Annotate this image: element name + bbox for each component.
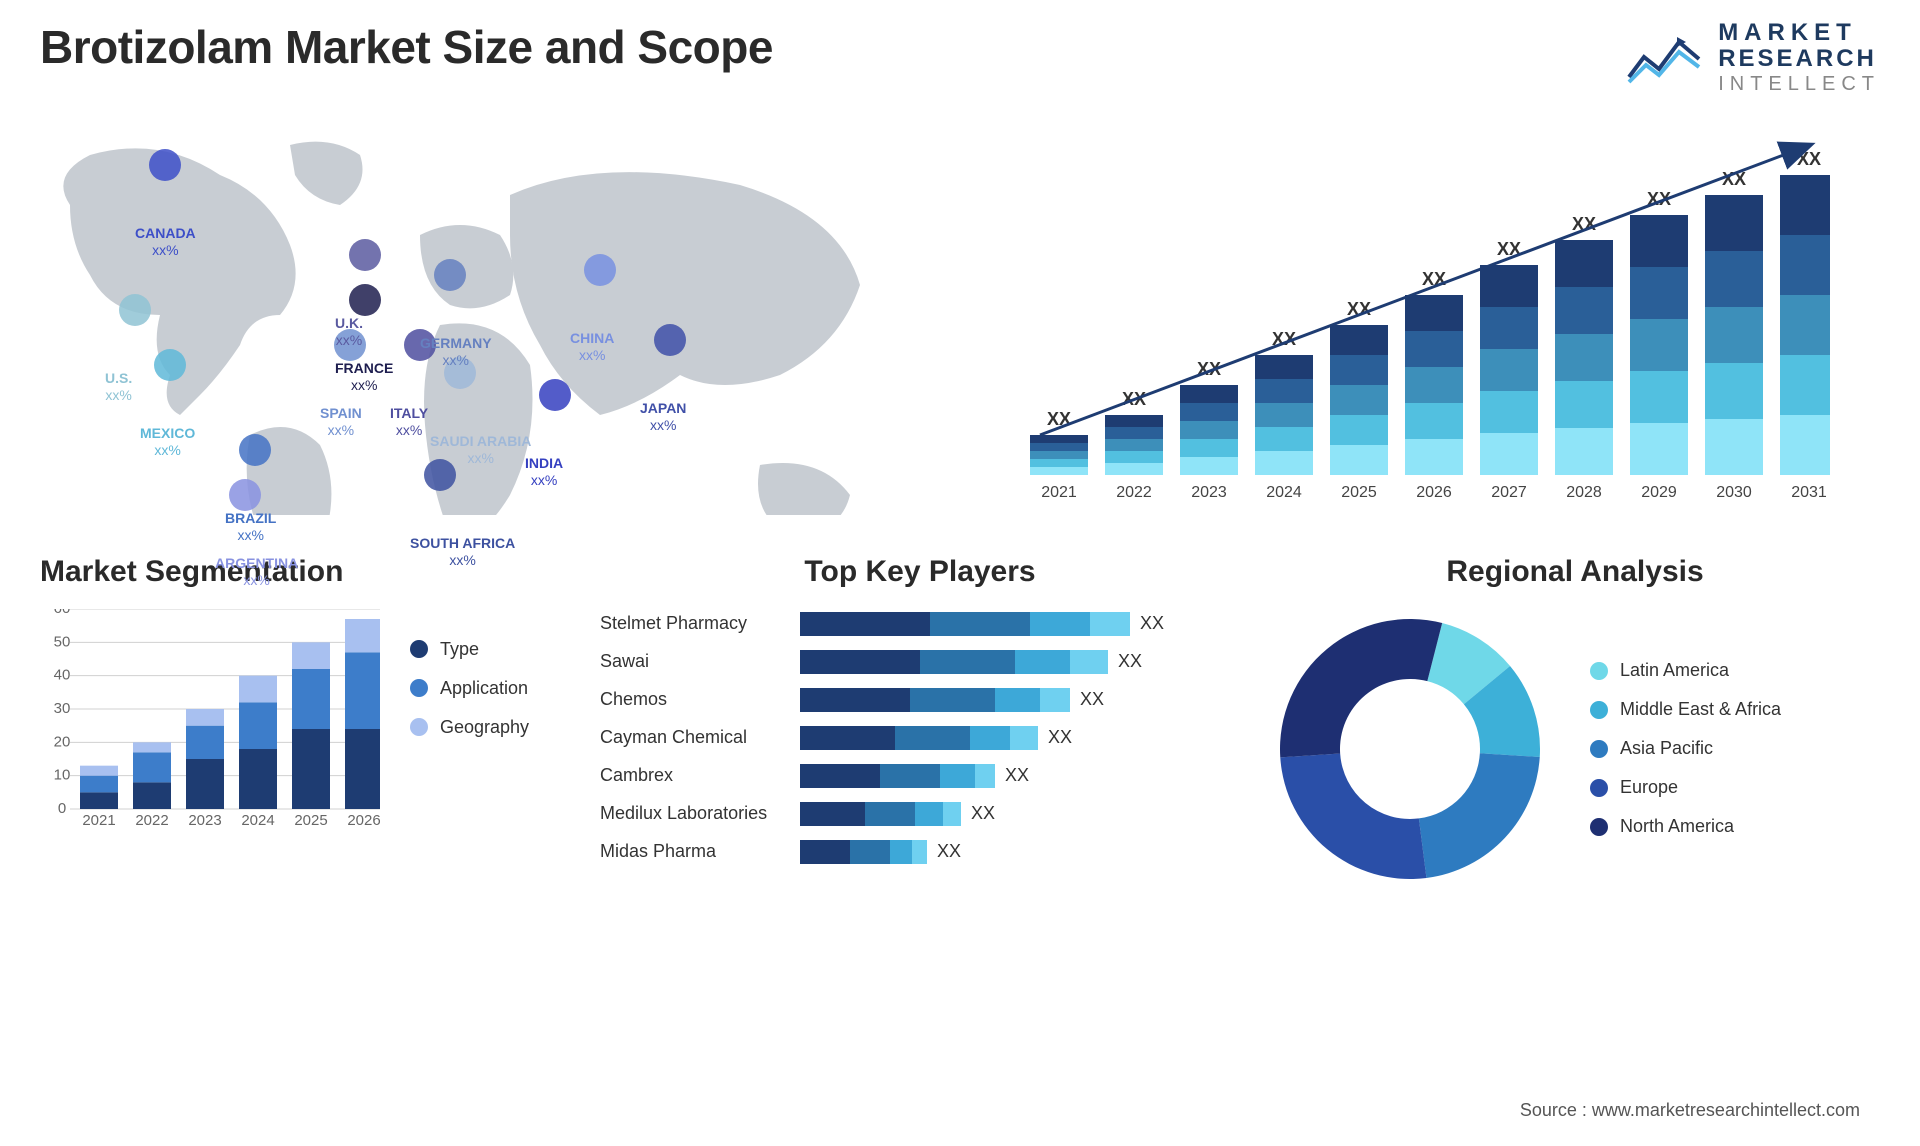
map-label-italy: ITALYxx% (390, 405, 428, 439)
regional-legend: Latin America Middle East & Africa Asia Pa… (1590, 660, 1781, 837)
source-text: Source : www.marketresearchintellect.com (1520, 1100, 1860, 1121)
player-name: Cayman Chemical (600, 727, 800, 748)
player-value: XX (971, 803, 995, 824)
regional-title: Regional Analysis (1270, 555, 1880, 589)
logo-icon (1624, 27, 1704, 87)
player-value: XX (1118, 651, 1142, 672)
svg-text:2023: 2023 (188, 812, 221, 829)
reg-legend-middle-east---africa: Middle East & Africa (1590, 699, 1781, 720)
map-label-china: CHINAxx% (570, 330, 614, 364)
player-value: XX (937, 841, 961, 862)
svg-text:2021: 2021 (82, 812, 115, 829)
player-value: XX (1140, 613, 1164, 634)
players-title: Top Key Players (600, 555, 1240, 589)
logo-line1: MARKET (1718, 20, 1880, 46)
player-name: Midas Pharma (600, 841, 800, 862)
map-label-mexico: MEXICOxx% (140, 425, 195, 459)
seg-legend-type: Type (410, 639, 529, 660)
svg-text:2026: 2026 (347, 812, 380, 829)
logo-line3: INTELLECT (1718, 73, 1880, 95)
segmentation-chart: 0 10 20 30 40 50 60 2021 2022 2023 2024 2025 2026 (40, 609, 380, 849)
map-label-japan: JAPANxx% (640, 400, 686, 434)
players-panel: Top Key Players Stelmet Pharmacy XX Sawai X… (600, 555, 1240, 889)
player-name: Stelmet Pharmacy (600, 613, 800, 634)
svg-text:2025: 2025 (1341, 484, 1377, 501)
svg-text:60: 60 (54, 609, 71, 617)
player-row: Medilux Laboratories XX (600, 799, 1240, 829)
logo-line2: RESEARCH (1718, 46, 1880, 72)
player-value: XX (1048, 727, 1072, 748)
svg-text:2023: 2023 (1191, 484, 1227, 501)
svg-text:2031: 2031 (1791, 484, 1827, 501)
svg-text:2022: 2022 (135, 812, 168, 829)
page-title: Brotizolam Market Size and Scope (40, 20, 773, 74)
player-row: Sawai XX (600, 647, 1240, 677)
player-name: Sawai (600, 651, 800, 672)
reg-legend-north-america: North America (1590, 816, 1781, 837)
map-label-us: U.S.xx% (105, 370, 132, 404)
svg-text:2027: 2027 (1491, 484, 1527, 501)
map-label-brazil: BRAZILxx% (225, 510, 276, 544)
svg-text:40: 40 (54, 666, 71, 683)
world-map: CANADAxx%U.S.xx%MEXICOxx%BRAZILxx%ARGENT… (40, 115, 970, 515)
player-row: Chemos XX (600, 685, 1240, 715)
svg-text:2024: 2024 (1266, 484, 1302, 501)
svg-text:0: 0 (58, 800, 66, 817)
seg-legend-application: Application (410, 678, 529, 699)
map-label-argentina: ARGENTINAxx% (215, 555, 298, 589)
map-label-southafrica: SOUTH AFRICAxx% (410, 535, 515, 569)
player-row: Cayman Chemical XX (600, 723, 1240, 753)
seg-legend-geography: Geography (410, 717, 529, 738)
reg-legend-latin-america: Latin America (1590, 660, 1781, 681)
svg-text:2021: 2021 (1041, 484, 1077, 501)
svg-text:2030: 2030 (1716, 484, 1752, 501)
player-name: Cambrex (600, 765, 800, 786)
map-label-france: FRANCExx% (335, 360, 393, 394)
player-name: Medilux Laboratories (600, 803, 800, 824)
brand-logo: MARKET RESEARCH INTELLECT (1624, 20, 1880, 95)
reg-legend-asia-pacific: Asia Pacific (1590, 738, 1781, 759)
player-row: Cambrex XX (600, 761, 1240, 791)
svg-text:2025: 2025 (294, 812, 327, 829)
svg-text:50: 50 (54, 633, 71, 650)
map-label-spain: SPAINxx% (320, 405, 362, 439)
svg-text:2029: 2029 (1641, 484, 1677, 501)
player-value: XX (1005, 765, 1029, 786)
svg-text:10: 10 (54, 766, 71, 783)
svg-text:2022: 2022 (1116, 484, 1152, 501)
regional-panel: Regional Analysis Latin America Middle Ea… (1270, 555, 1880, 889)
segmentation-panel: Market Segmentation 01020304050602021202… (40, 555, 570, 889)
map-label-uk: U.K.xx% (335, 315, 363, 349)
player-row: Midas Pharma XX (600, 837, 1240, 867)
segmentation-legend: Type Application Geography (410, 609, 529, 849)
map-label-saudiarabia: SAUDI ARABIAxx% (430, 433, 531, 467)
reg-legend-europe: Europe (1590, 777, 1781, 798)
player-value: XX (1080, 689, 1104, 710)
main-bar-chart: XX2021XX2022XX2023XX2024XX2025XX2026XX20… (1010, 115, 1880, 515)
map-label-canada: CANADAxx% (135, 225, 196, 259)
svg-text:20: 20 (54, 733, 71, 750)
regional-donut (1270, 609, 1550, 889)
map-label-germany: GERMANYxx% (420, 335, 492, 369)
svg-text:2026: 2026 (1416, 484, 1452, 501)
svg-text:XX: XX (1797, 149, 1821, 169)
svg-text:2028: 2028 (1566, 484, 1602, 501)
svg-text:2024: 2024 (241, 812, 274, 829)
map-label-india: INDIAxx% (525, 455, 563, 489)
svg-text:30: 30 (54, 700, 71, 717)
players-list: Stelmet PharmacyXXSawaiXXChemosXXCayman … (600, 609, 1240, 867)
player-row: Stelmet Pharmacy XX (600, 609, 1240, 639)
player-name: Chemos (600, 689, 800, 710)
